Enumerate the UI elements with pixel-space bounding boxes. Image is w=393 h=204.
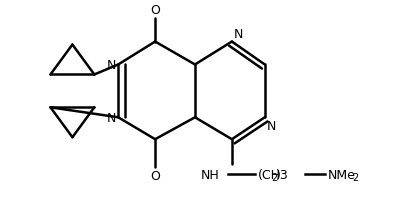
Text: (CH: (CH — [258, 168, 281, 181]
Text: N: N — [107, 59, 116, 72]
Text: N: N — [267, 120, 276, 133]
Text: N: N — [107, 111, 116, 124]
Text: 2: 2 — [353, 172, 359, 182]
Text: O: O — [150, 4, 160, 17]
Text: NMe: NMe — [327, 168, 355, 181]
Text: 2: 2 — [272, 172, 278, 182]
Text: O: O — [150, 169, 160, 182]
Text: N: N — [234, 27, 243, 40]
Text: NH: NH — [200, 168, 219, 181]
Text: )3: )3 — [276, 168, 288, 181]
